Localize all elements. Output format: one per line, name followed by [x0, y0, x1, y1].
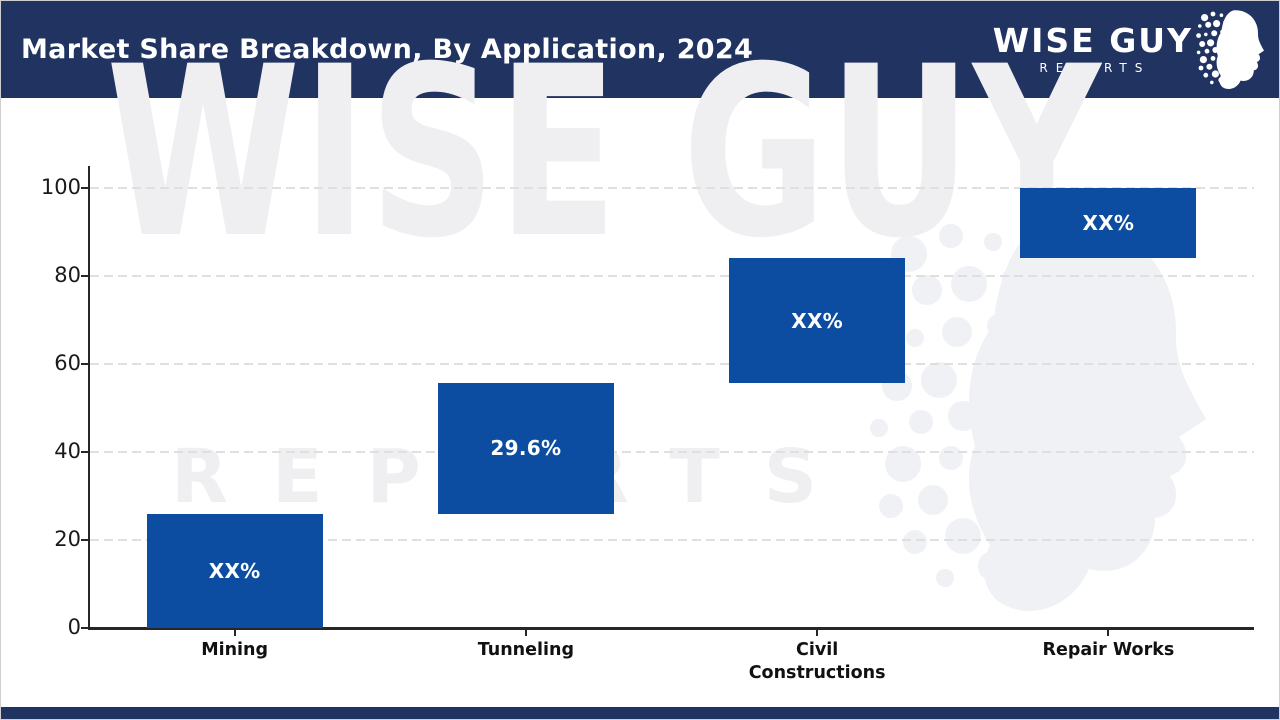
- watermark-wordmark: WISE GUY: [106, 17, 1103, 290]
- y-tick-mark: [81, 187, 88, 189]
- bar-value-label: XX%: [1082, 211, 1135, 236]
- logo-reports-label: REPORTS: [1039, 61, 1151, 75]
- x-category-label: Mining: [201, 640, 269, 660]
- wiseguy-logo: WISE GUY REPORTS: [993, 8, 1267, 92]
- y-tick-label: 100: [40, 175, 81, 199]
- y-tick-label: 40: [54, 439, 81, 463]
- y-tick-mark: [81, 539, 88, 541]
- y-tick-mark: [81, 275, 88, 277]
- y-tick-label: 60: [54, 351, 81, 375]
- y-tick-mark: [81, 451, 88, 453]
- gridline-100: [90, 187, 1254, 189]
- y-tick-mark: [81, 363, 88, 365]
- footer-bar: [1, 707, 1279, 719]
- x-category-label: Civil Constructions: [748, 640, 886, 683]
- gridline-80: [90, 275, 1254, 277]
- gridline-40: [90, 451, 1254, 453]
- gridline-20: [90, 539, 1254, 541]
- y-tick-label: 80: [54, 263, 81, 287]
- y-tick-label: 20: [54, 527, 81, 551]
- watermark-head-icon: [867, 217, 1206, 611]
- bar-value-label: XX%: [208, 558, 261, 583]
- bar-repair-works: XX%: [1020, 188, 1197, 259]
- bar-civil-constructions: XX%: [729, 258, 906, 384]
- bar-mining: XX%: [146, 513, 323, 628]
- chart-canvas: WISE GUY REPORTS 020406080100XX%Mining29…: [1, 36, 1279, 707]
- y-tick-label: 0: [67, 615, 81, 639]
- header: Market Share Breakdown, By Application, …: [1, 1, 1279, 98]
- x-tick-mark: [524, 629, 527, 636]
- x-axis-spine: [88, 627, 1254, 630]
- bar-value-label: XX%: [791, 308, 844, 333]
- logo-head-icon: [1196, 9, 1264, 89]
- bar-value-label: 29.6%: [490, 436, 562, 461]
- x-category-label: Tunneling: [477, 640, 574, 660]
- x-tick-mark: [233, 629, 236, 636]
- x-tick-mark: [1107, 629, 1110, 636]
- y-tick-mark: [81, 627, 88, 629]
- page-title: Market Share Breakdown, By Application, …: [21, 34, 754, 65]
- gridline-60: [90, 363, 1254, 365]
- logo-wordmark: WISE GUY: [992, 21, 1193, 60]
- x-category-label: Repair Works: [1042, 640, 1175, 660]
- y-axis-spine: [88, 166, 90, 628]
- x-tick-mark: [816, 629, 819, 636]
- bar-tunneling: 29.6%: [437, 383, 614, 514]
